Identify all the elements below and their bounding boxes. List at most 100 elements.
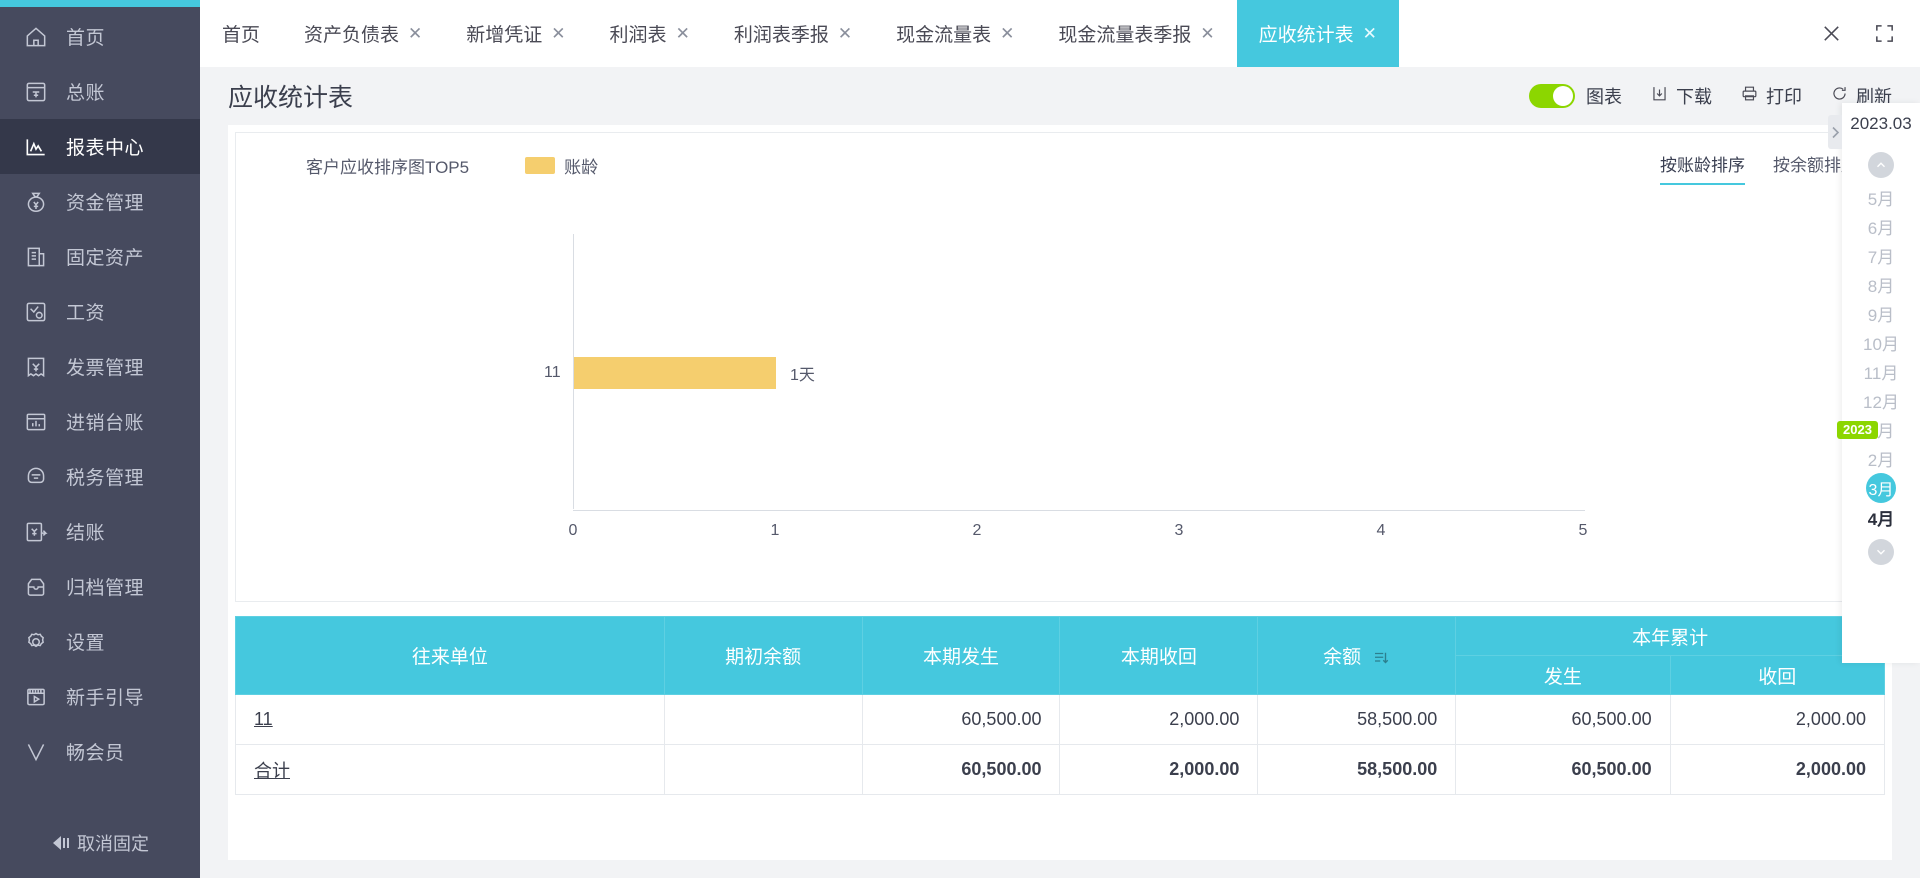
tab-label: 现金流量表 bbox=[896, 25, 992, 46]
tab-close-icon[interactable]: ✕ bbox=[551, 24, 566, 43]
tab-close-icon[interactable]: ✕ bbox=[837, 24, 853, 43]
month-item-2[interactable]: 2月 bbox=[1867, 451, 1895, 470]
table-row[interactable]: 11 60,500.00 2,000.00 58,500.00 60,500.0… bbox=[235, 694, 1886, 745]
refresh-icon bbox=[1830, 84, 1849, 108]
tab-new-voucher[interactable]: 新增凭证 ✕ bbox=[444, 0, 587, 67]
month-item-7[interactable]: 7月 bbox=[1867, 248, 1895, 267]
download-icon bbox=[1650, 84, 1669, 108]
close-icon[interactable] bbox=[1820, 22, 1843, 45]
month-item-1[interactable]: 2023 1月 bbox=[1837, 415, 1909, 444]
chevron-up-icon[interactable] bbox=[1868, 152, 1894, 178]
tab-cash-flow-statement[interactable]: 现金流量表 ✕ bbox=[874, 0, 1036, 67]
sidebar-item-invoice-management[interactable]: 发票管理 bbox=[0, 339, 200, 394]
fullscreen-icon[interactable] bbox=[1873, 22, 1896, 45]
x-axis-line bbox=[573, 510, 1585, 511]
cell-ytd-incurred: 60,500.00 bbox=[1455, 694, 1671, 745]
current-period-label: 2023.03 bbox=[1842, 103, 1920, 145]
sidebar-item-label: 报表中心 bbox=[66, 138, 145, 159]
sidebar-collapse-button[interactable]: 取消固定 bbox=[0, 808, 200, 878]
sidebar-item-label: 畅会员 bbox=[66, 743, 125, 764]
tab-close-icon[interactable]: ✕ bbox=[408, 24, 423, 43]
tab-close-icon[interactable]: ✕ bbox=[675, 24, 690, 43]
col-counterparty[interactable]: 往来单位 bbox=[235, 616, 665, 695]
chart-card: 客户应收排序图TOP5 账龄 按账龄排序 按余额排序 11 bbox=[235, 132, 1885, 602]
money-bag-icon bbox=[22, 188, 50, 216]
tab-balance-sheet[interactable]: 资产负债表 ✕ bbox=[282, 0, 444, 67]
page-header-actions: 图表 下载 bbox=[1529, 83, 1892, 109]
month-item-9[interactable]: 9月 bbox=[1867, 306, 1895, 325]
col-balance[interactable]: 余额 bbox=[1257, 616, 1457, 695]
print-button[interactable]: 打印 bbox=[1740, 83, 1802, 109]
counterparty-link[interactable]: 11 bbox=[254, 709, 273, 729]
month-item-11[interactable]: 11月 bbox=[1863, 364, 1899, 383]
ledger-icon bbox=[22, 78, 50, 106]
sidebar-item-tax-management[interactable]: 税务管理 bbox=[0, 449, 200, 504]
content-area: 应收统计表 图表 下载 bbox=[200, 67, 1920, 878]
cell-ytd-received: 2,000.00 bbox=[1669, 694, 1886, 745]
sidebar-item-general-ledger[interactable]: 总账 bbox=[0, 64, 200, 119]
sidebar-item-payroll[interactable]: 工资 bbox=[0, 284, 200, 339]
panel-collapse-handle[interactable] bbox=[1828, 115, 1842, 149]
inventory-icon bbox=[22, 408, 50, 436]
sidebar-item-label: 固定资产 bbox=[66, 248, 145, 269]
sidebar: 首页 总账 报表中心 bbox=[0, 0, 200, 878]
sidebar-item-fund-management[interactable]: 资金管理 bbox=[0, 174, 200, 229]
col-ytd-incurred[interactable]: 发生 bbox=[1455, 655, 1671, 695]
sidebar-item-settings[interactable]: 设置 bbox=[0, 614, 200, 669]
sidebar-item-vip-member[interactable]: 畅会员 bbox=[0, 724, 200, 779]
refresh-button[interactable]: 刷新 bbox=[1830, 83, 1892, 109]
month-item-4[interactable]: 4月 bbox=[1867, 510, 1895, 529]
sidebar-item-label: 总账 bbox=[66, 83, 106, 104]
chevron-down-icon[interactable] bbox=[1868, 539, 1894, 565]
tab-cash-flow-quarterly[interactable]: 现金流量表季报 ✕ bbox=[1036, 0, 1236, 67]
chart-sort-tabs: 按账龄排序 按余额排序 bbox=[1660, 151, 1858, 185]
month-item-8[interactable]: 8月 bbox=[1867, 277, 1895, 296]
sidebar-item-archive-management[interactable]: 归档管理 bbox=[0, 559, 200, 614]
tab-home[interactable]: 首页 bbox=[200, 0, 282, 67]
tab-income-statement[interactable]: 利润表 ✕ bbox=[588, 0, 712, 67]
chart-toggle-label: 图表 bbox=[1586, 87, 1622, 107]
sidebar-item-label: 首页 bbox=[66, 28, 106, 49]
sidebar-collapse-label: 取消固定 bbox=[77, 834, 149, 854]
chart-title: 客户应收排序图TOP5 bbox=[306, 158, 470, 177]
tab-list: 首页 资产负债表 ✕ 新增凭证 ✕ 利润表 ✕ 利润表季报 ✕ bbox=[200, 0, 1802, 67]
month-item-10[interactable]: 10月 bbox=[1863, 335, 1899, 354]
tab-close-icon[interactable]: ✕ bbox=[1000, 24, 1015, 43]
sort-by-aging-tab[interactable]: 按账龄排序 bbox=[1660, 151, 1745, 185]
download-button[interactable]: 下载 bbox=[1650, 83, 1712, 109]
tab-income-statement-quarterly[interactable]: 利润表季报 ✕ bbox=[712, 0, 874, 67]
col-period-received[interactable]: 本期收回 bbox=[1059, 616, 1259, 695]
col-opening-balance[interactable]: 期初余额 bbox=[663, 616, 863, 695]
tab-receivables-statistics[interactable]: 应收统计表 ✕ bbox=[1236, 0, 1399, 67]
x-tick-label: 4 bbox=[1376, 522, 1386, 539]
table-total-row: 合计 60,500.00 2,000.00 58,500.00 60,500.0… bbox=[235, 744, 1886, 795]
col-period-incurred[interactable]: 本期发生 bbox=[861, 616, 1061, 695]
sort-by-balance-tab[interactable]: 按余额排序 bbox=[1773, 156, 1858, 175]
toggle-switch[interactable] bbox=[1529, 84, 1575, 108]
sidebar-item-settlement[interactable]: 结账 bbox=[0, 504, 200, 559]
bar-item[interactable] bbox=[574, 357, 776, 389]
tab-close-icon[interactable]: ✕ bbox=[1362, 24, 1377, 43]
sort-descending-icon[interactable] bbox=[1372, 649, 1390, 667]
month-item-12[interactable]: 12月 bbox=[1863, 393, 1899, 412]
cell-total-label: 合计 bbox=[235, 744, 665, 795]
payroll-icon bbox=[22, 298, 50, 326]
sidebar-item-report-center[interactable]: 报表中心 bbox=[0, 119, 200, 174]
month-item-5[interactable]: 5月 bbox=[1867, 190, 1895, 209]
cell-total-opening-balance bbox=[663, 744, 863, 795]
sidebar-item-home[interactable]: 首页 bbox=[0, 9, 200, 64]
tab-label: 利润表季报 bbox=[733, 25, 829, 46]
chart-toggle[interactable]: 图表 bbox=[1529, 83, 1622, 109]
sidebar-item-purchase-sales-ledger[interactable]: 进销台账 bbox=[0, 394, 200, 449]
tab-label: 应收统计表 bbox=[1258, 25, 1354, 46]
month-item-3-selected[interactable]: 3月 bbox=[1866, 473, 1896, 503]
report-table-wrapper: 往来单位 期初余额 本期发生 本期收回 余额 bbox=[235, 616, 1886, 795]
tab-label: 现金流量表季报 bbox=[1058, 25, 1192, 46]
sidebar-item-fixed-assets[interactable]: 固定资产 bbox=[0, 229, 200, 284]
month-item-6[interactable]: 6月 bbox=[1867, 219, 1895, 238]
tab-close-icon[interactable]: ✕ bbox=[1200, 24, 1215, 43]
building-icon bbox=[22, 243, 50, 271]
col-ytd-received[interactable]: 收回 bbox=[1669, 655, 1886, 695]
sidebar-item-beginner-guide[interactable]: 新手引导 bbox=[0, 669, 200, 724]
tab-label: 资产负债表 bbox=[304, 25, 400, 46]
